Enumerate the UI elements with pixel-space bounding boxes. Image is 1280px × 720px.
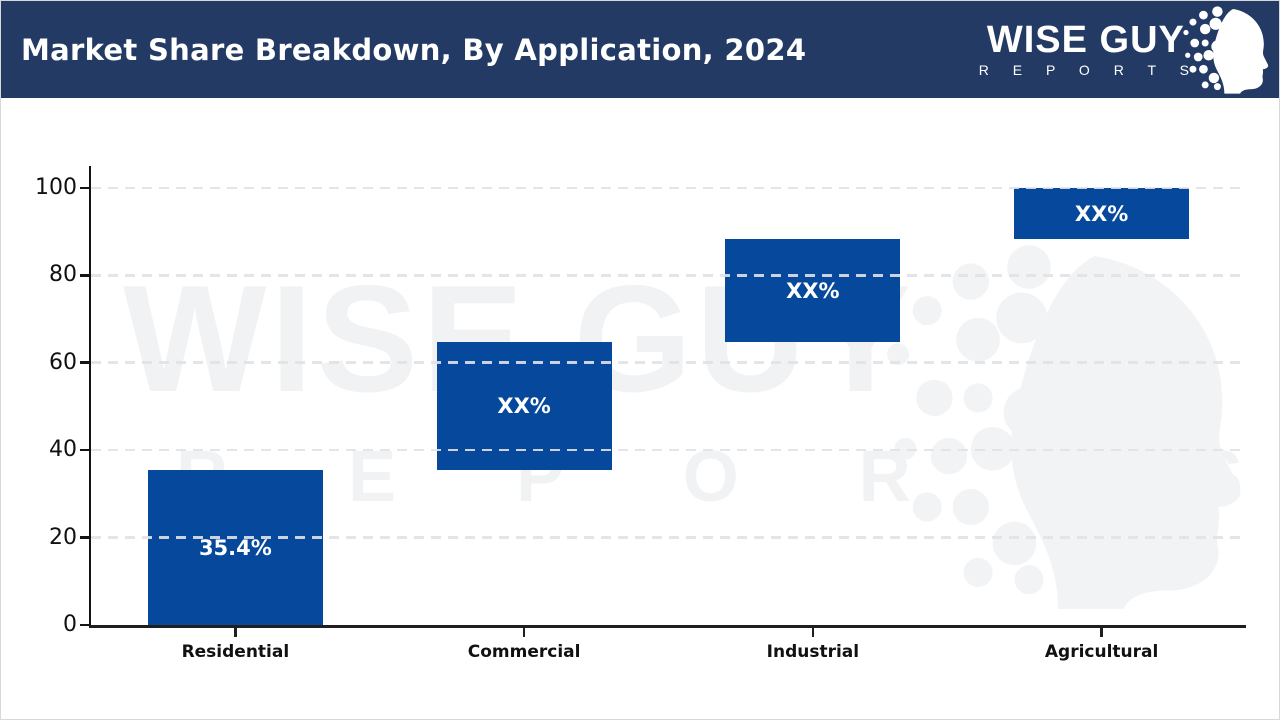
x-tick-label: Commercial (467, 642, 581, 662)
logo-text: WISE GUY R E P O R T S (973, 21, 1199, 78)
y-tick-label: 60 (49, 349, 77, 375)
x-tick (811, 628, 815, 637)
y-tick (79, 186, 89, 190)
x-tick (234, 628, 237, 637)
gridline (91, 536, 1246, 539)
y-tick (79, 361, 89, 364)
gridline (91, 448, 1246, 452)
gridline (91, 274, 1246, 277)
logo-wordmark: WISE GUY (986, 19, 1185, 61)
bar-value-label: XX% (786, 278, 840, 303)
waterfall-chart: 35.4% Residential XX% Commercial XX% Industri… (35, 166, 1246, 662)
gridline (91, 361, 1246, 364)
x-tick (522, 628, 526, 637)
x-tick-label: Industrial (766, 642, 860, 662)
header: Market Share Breakdown, By Application, … (1, 1, 1279, 98)
bar-agricultural (1014, 187, 1190, 240)
bar-value-label: XX% (1074, 201, 1129, 226)
logo-subtext: R E P O R T S (978, 62, 1199, 78)
y-tick (79, 623, 89, 627)
gridline (91, 186, 1246, 190)
x-tick (1100, 628, 1103, 637)
y-tick (79, 536, 89, 539)
wise-guy-logo: WISE GUY R E P O R T S (973, 1, 1275, 98)
y-tick-label: 100 (35, 174, 77, 200)
bar-industrial (725, 239, 901, 343)
y-tick (79, 274, 89, 277)
page-title: Market Share Breakdown, By Application, … (21, 32, 807, 67)
bar-residential (147, 470, 323, 625)
bar-value-label: 35.4% (198, 535, 272, 560)
y-tick (79, 448, 89, 452)
y-tick-label: 20 (49, 524, 77, 550)
y-tick-label: 0 (63, 612, 77, 637)
bar-value-label: XX% (497, 394, 551, 419)
y-tick-label: 80 (49, 262, 77, 288)
face-profile-dots-icon (1183, 5, 1269, 94)
y-tick-label: 40 (49, 437, 77, 463)
x-tick-label: Residential (181, 642, 290, 662)
x-tick-label: Agricultural (1044, 642, 1159, 662)
